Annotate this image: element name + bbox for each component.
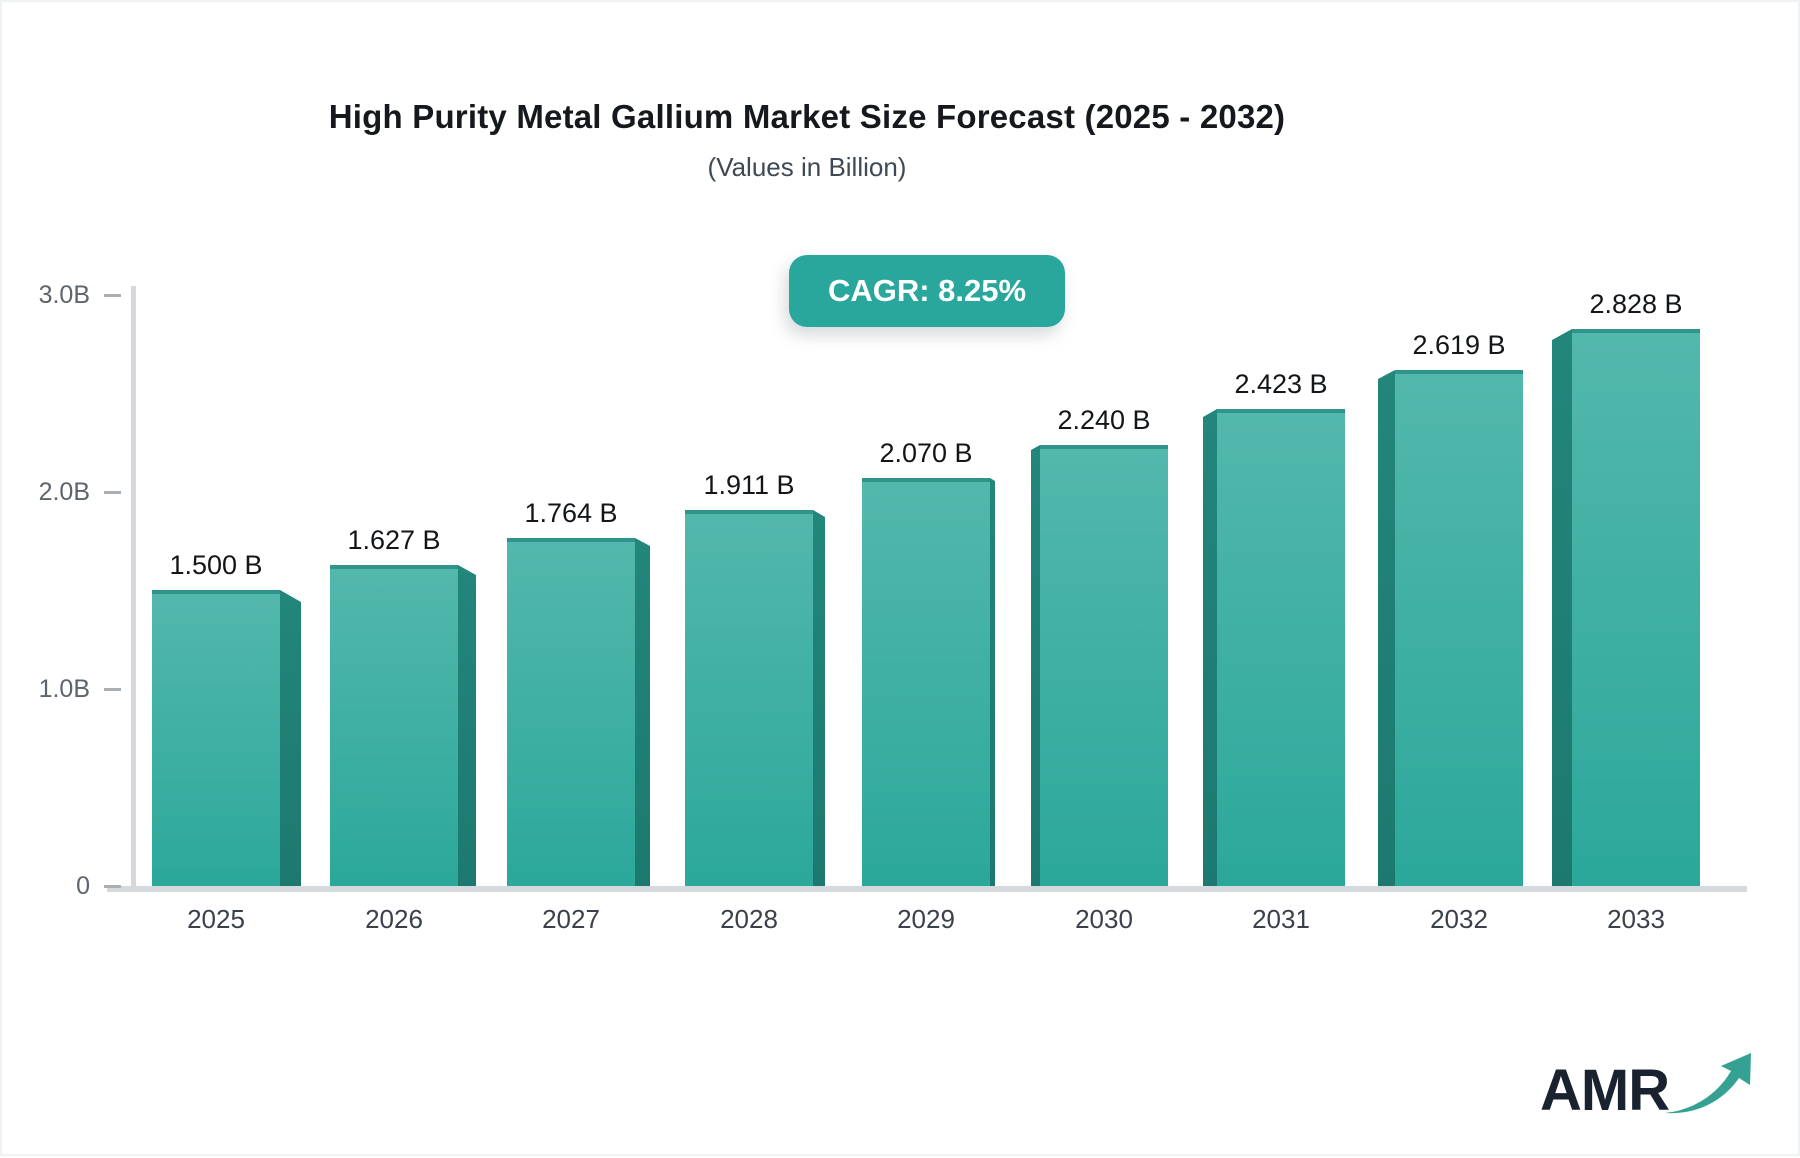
bar-2033 xyxy=(1572,329,1700,886)
chart-subtitle: (Values in Billion) xyxy=(707,152,907,182)
cagr-badge-label: CAGR: 8.25% xyxy=(827,273,1027,308)
bar-value-label: 2.828 B xyxy=(1589,289,1683,319)
y-axis-tick-label: 0 xyxy=(76,872,90,900)
y-axis-tick-mark xyxy=(104,491,121,494)
bar-side-2025 xyxy=(280,590,301,886)
y-axis-tick-label: 3.0B xyxy=(38,281,90,309)
y-axis-tick-mark xyxy=(104,294,121,297)
bar-value-label: 1.500 B xyxy=(169,550,263,580)
amr-logo-text: AMR xyxy=(1540,1057,1670,1123)
y-axis-tick-label: 2.0B xyxy=(38,478,90,506)
x-axis-line xyxy=(107,886,1747,892)
bar-side-2033 xyxy=(1552,329,1572,886)
chart-title: High Purity Metal Gallium Market Size Fo… xyxy=(328,98,1286,135)
x-axis-label-2028: 2028 xyxy=(720,904,778,934)
bar-2031 xyxy=(1217,409,1345,886)
y-axis-line xyxy=(131,286,136,886)
x-axis-label-2032: 2032 xyxy=(1430,904,1488,934)
bar-2025 xyxy=(152,590,280,886)
x-axis-label-2025: 2025 xyxy=(187,904,245,934)
bar-value-label: 2.240 B xyxy=(1057,405,1151,435)
bar-side-2026 xyxy=(458,565,476,886)
bar-2030 xyxy=(1040,445,1168,886)
bar-value-label: 1.627 B xyxy=(347,525,441,555)
bar-2032 xyxy=(1395,370,1523,886)
y-axis-tick-mark xyxy=(104,885,121,888)
y-axis-tick-label: 1.0B xyxy=(38,675,90,703)
amr-logo: AMR xyxy=(1540,1040,1790,1140)
x-axis-label-2033: 2033 xyxy=(1607,904,1665,934)
bar-side-2027 xyxy=(635,538,650,886)
bar-side-2031 xyxy=(1203,409,1217,886)
cagr-badge: CAGR: 8.25% xyxy=(789,255,1065,327)
growth-arrow-icon xyxy=(1665,1053,1752,1114)
x-axis-label-2027: 2027 xyxy=(542,904,600,934)
bar-side-2030 xyxy=(1031,445,1040,886)
bar-value-label: 2.423 B xyxy=(1234,369,1328,399)
bar-2029 xyxy=(862,478,990,886)
x-axis-label-2031: 2031 xyxy=(1252,904,1310,934)
y-axis-tick-mark xyxy=(104,688,121,691)
chart-header: High Purity Metal Gallium Market Size Fo… xyxy=(2,2,1612,183)
x-axis-label-2026: 2026 xyxy=(365,904,423,934)
bar-side-2032 xyxy=(1378,370,1395,886)
bar-value-label: 1.911 B xyxy=(703,470,795,500)
x-axis-label-2030: 2030 xyxy=(1075,904,1133,934)
bar-value-label: 1.764 B xyxy=(524,498,618,528)
x-axis-label-2029: 2029 xyxy=(897,904,955,934)
bar-value-label: 2.619 B xyxy=(1412,330,1506,360)
bar-2026 xyxy=(330,565,458,886)
bar-2028 xyxy=(685,510,813,886)
bar-side-2028 xyxy=(813,510,825,886)
bar-side-2029 xyxy=(990,478,995,886)
bar-2027 xyxy=(507,538,635,886)
bar-value-label: 2.070 B xyxy=(879,438,973,468)
